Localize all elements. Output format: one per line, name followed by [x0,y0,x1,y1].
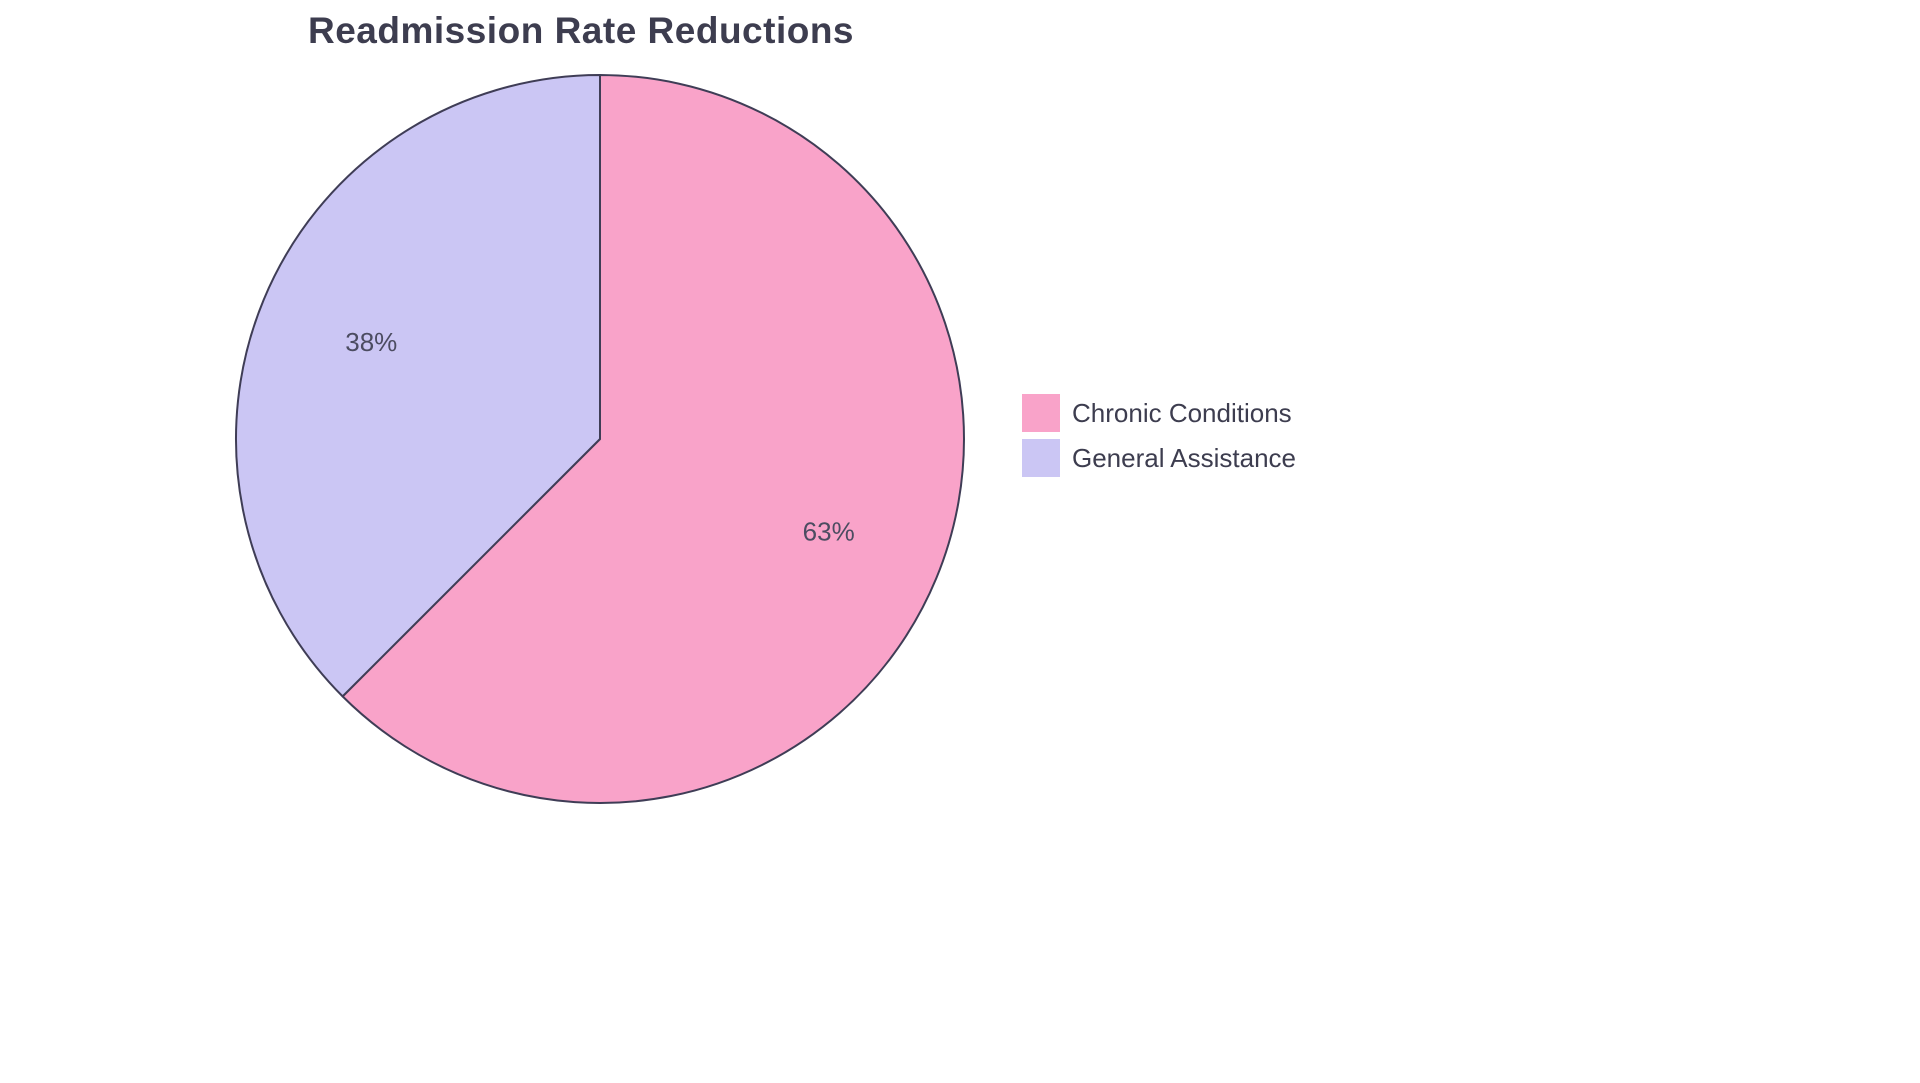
chart-legend: Chronic Conditions General Assistance [1022,394,1296,477]
legend-item-chronic-conditions: Chronic Conditions [1022,394,1296,432]
legend-label: General Assistance [1072,442,1297,473]
legend-item-general-assistance: General Assistance [1022,439,1296,477]
legend-swatch [1022,394,1060,432]
slice-percentage-label: 63% [803,517,855,547]
legend-swatch [1022,439,1060,477]
pie-slice-general-assistance [234,74,601,698]
legend-label: Chronic Conditions [1072,397,1292,428]
pie-slice-chronic-conditions [341,74,965,804]
chart-title: Readmission Rate Reductions [308,10,855,51]
slice-percentage-label: 38% [345,327,397,357]
